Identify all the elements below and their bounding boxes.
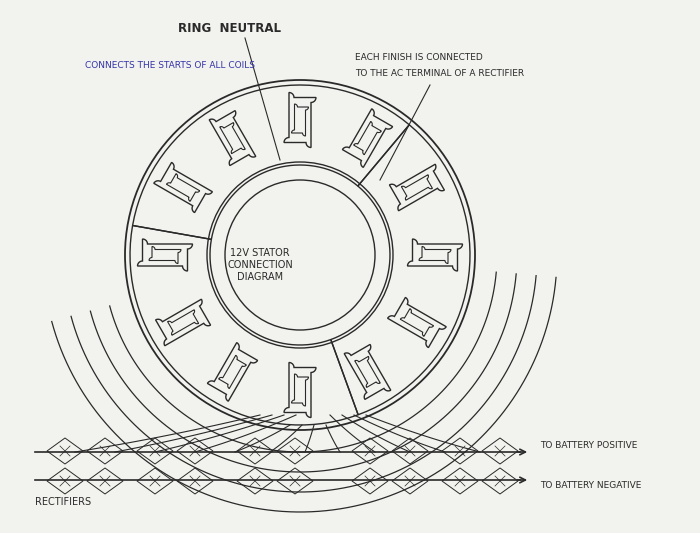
- Text: TO THE AC TERMINAL OF A RECTIFIER: TO THE AC TERMINAL OF A RECTIFIER: [355, 69, 524, 78]
- Text: 12V STATOR
CONNECTION
DIAGRAM: 12V STATOR CONNECTION DIAGRAM: [227, 248, 293, 281]
- Text: EACH FINISH IS CONNECTED: EACH FINISH IS CONNECTED: [355, 53, 483, 62]
- Text: TO BATTERY POSITIVE: TO BATTERY POSITIVE: [540, 441, 638, 450]
- Text: RING  NEUTRAL: RING NEUTRAL: [178, 21, 281, 35]
- Text: TO BATTERY NEGATIVE: TO BATTERY NEGATIVE: [540, 481, 641, 490]
- Text: CONNECTS THE STARTS OF ALL COILS: CONNECTS THE STARTS OF ALL COILS: [85, 61, 255, 69]
- Text: RECTIFIERS: RECTIFIERS: [35, 497, 91, 507]
